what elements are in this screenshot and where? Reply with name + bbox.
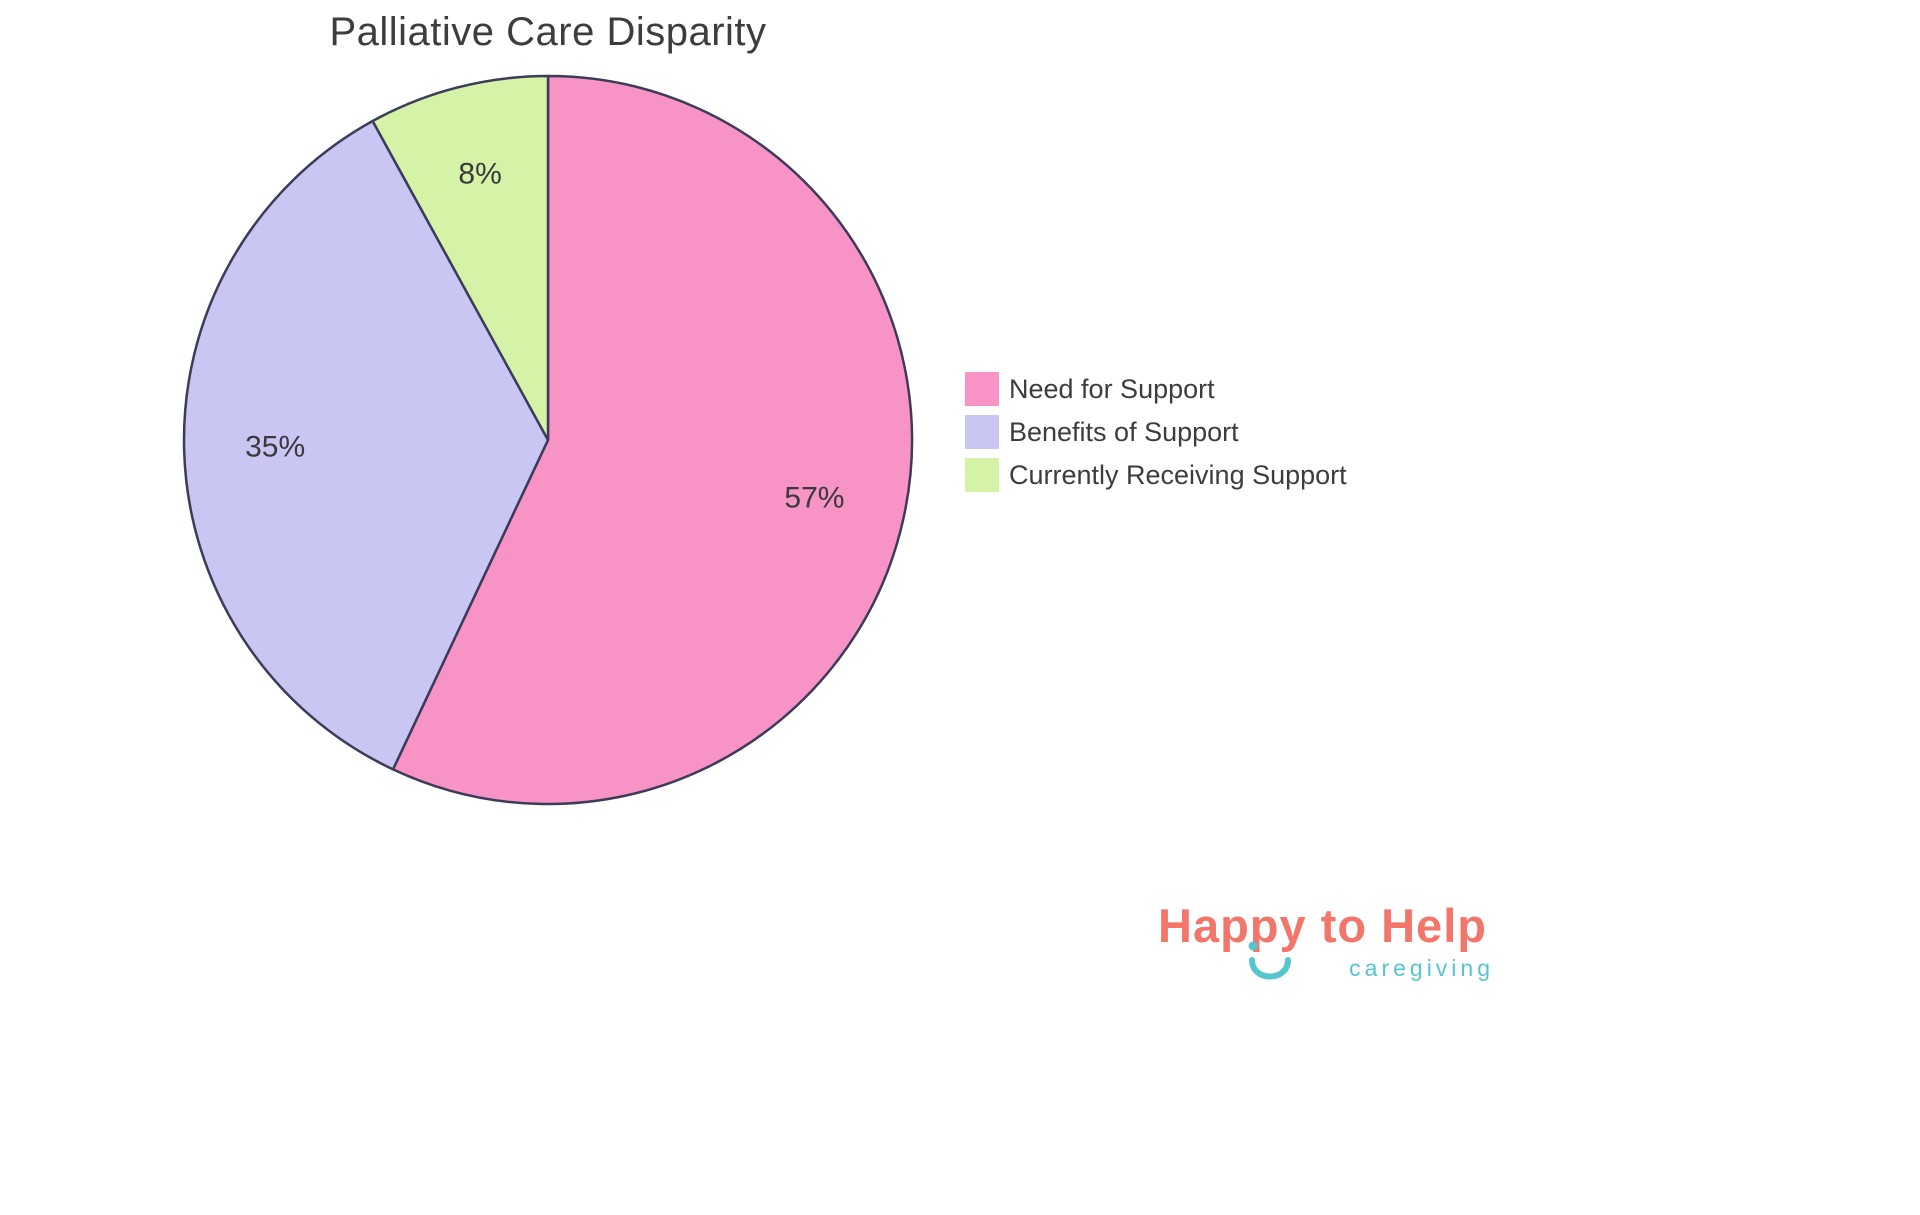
pie-slice-1 xyxy=(182,119,550,771)
legend-item: Currently Receiving Support xyxy=(965,458,1347,492)
legend-label: Benefits of Support xyxy=(1009,416,1239,447)
legend-swatch-currently-receiving-support xyxy=(965,458,999,492)
legend-item: Benefits of Support xyxy=(965,415,1347,449)
pie-slice-0 xyxy=(391,74,914,806)
brand-tagline: caregiving xyxy=(1349,955,1494,981)
legend-item: Need for Support xyxy=(965,372,1347,406)
legend-label: Need for Support xyxy=(1009,373,1215,404)
pie-chart: 57% 35% 8% xyxy=(178,70,918,810)
brand-logo: Happy to Help caregiving xyxy=(1158,898,1528,982)
brand-name: Happy to Help xyxy=(1158,899,1487,952)
smile-icon xyxy=(1248,941,1291,980)
pie-slice-2 xyxy=(371,74,550,442)
pie-slice-label-0: 57% xyxy=(784,481,844,514)
chart-title: Palliative Care Disparity xyxy=(329,10,767,54)
pie-slice-label-1: 35% xyxy=(245,430,305,463)
pie-slice-label-2: 8% xyxy=(458,157,501,190)
legend-swatch-benefits-of-support xyxy=(965,415,999,449)
legend: Need for Support Benefits of Support Cur… xyxy=(965,372,1347,501)
pie-chart-svg: 57% 35% 8% xyxy=(182,74,914,806)
legend-swatch-need-for-support xyxy=(965,372,999,406)
legend-label: Currently Receiving Support xyxy=(1009,459,1347,490)
